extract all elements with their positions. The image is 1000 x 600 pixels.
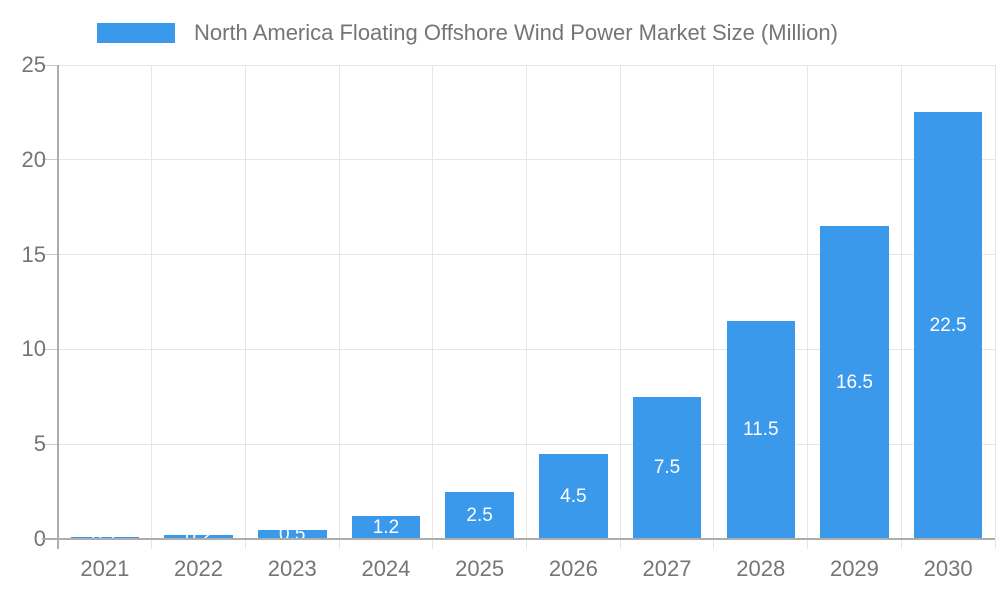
x-axis-tick-label: 2027 (642, 556, 692, 581)
x-axis-baseline (42, 538, 995, 540)
legend-label: North America Floating Offshore Wind Pow… (194, 20, 838, 45)
chart-legend: North America Floating Offshore Wind Pow… (97, 22, 838, 44)
y-axis-tick (42, 64, 58, 66)
x-axis-tick-label: 2022 (174, 556, 223, 581)
y-axis-tick (42, 159, 58, 161)
bar-2024[interactable] (351, 516, 421, 539)
x-gridline (151, 65, 153, 549)
x-axis-tick-label: 2025 (455, 556, 505, 581)
bar-2028[interactable] (726, 321, 795, 539)
x-gridline (713, 65, 715, 549)
x-gridline (526, 65, 527, 549)
y-axis-line (57, 65, 59, 549)
x-axis-tick-label: 2026 (548, 556, 598, 581)
y-axis-tick (42, 443, 58, 445)
bar-2023[interactable] (258, 530, 327, 539)
x-axis-tick-label: 2023 (267, 556, 317, 581)
x-axis-tick-label: 2030 (923, 556, 973, 581)
bar-2030[interactable] (913, 112, 983, 539)
y-axis-tick-label: 25 (21, 52, 46, 77)
x-gridline (994, 65, 996, 549)
y-axis-tick (42, 348, 58, 350)
x-axis-tick-label: 2028 (736, 556, 786, 581)
y-axis-tick-label: 5 (33, 431, 46, 457)
legend-swatch (97, 23, 175, 43)
y-axis-tick-label: 0 (33, 526, 46, 551)
x-axis-tick-label: 2021 (80, 556, 130, 581)
bar-2025[interactable] (445, 492, 514, 539)
x-gridline (807, 65, 809, 549)
y-axis-tick-label: 15 (21, 241, 46, 267)
x-gridline (338, 65, 340, 549)
x-gridline (900, 65, 902, 549)
bar-2022[interactable] (164, 535, 233, 539)
x-gridline (244, 65, 246, 549)
bar-2027[interactable] (632, 397, 702, 539)
y-axis-tick-label: 20 (21, 146, 46, 172)
x-axis-tick-label: 2029 (829, 556, 879, 581)
y-axis-tick (42, 254, 58, 256)
x-axis-tick-label: 2024 (361, 556, 411, 581)
bar-2029[interactable] (820, 226, 889, 539)
bar-2026[interactable] (539, 454, 608, 539)
x-gridline (432, 65, 434, 549)
y-axis-tick-label: 10 (21, 336, 46, 362)
x-gridline (619, 65, 621, 549)
